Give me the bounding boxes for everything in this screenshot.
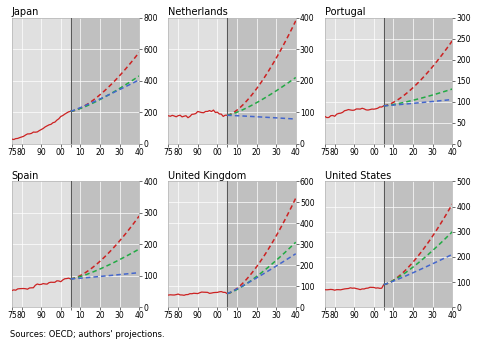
Text: Spain: Spain: [12, 170, 39, 181]
Bar: [384, 181, 454, 307]
Text: United States: United States: [325, 170, 391, 181]
Text: Sources: OECD; authors' projections.: Sources: OECD; authors' projections.: [10, 330, 164, 339]
Text: Netherlands: Netherlands: [168, 7, 228, 17]
Text: Portugal: Portugal: [325, 7, 365, 17]
Bar: [384, 18, 454, 144]
Bar: [71, 181, 141, 307]
Bar: [71, 18, 141, 144]
Bar: [227, 181, 298, 307]
Text: United Kingdom: United Kingdom: [168, 170, 247, 181]
Bar: [227, 18, 298, 144]
Text: Japan: Japan: [12, 7, 39, 17]
